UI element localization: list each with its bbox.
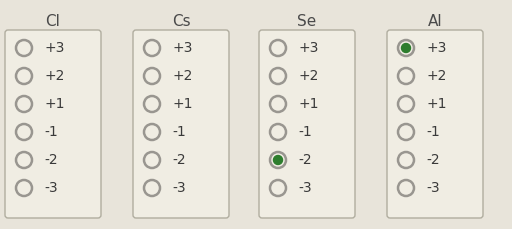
Circle shape: [16, 152, 32, 168]
Circle shape: [398, 180, 414, 196]
Text: -3: -3: [298, 181, 312, 195]
Text: +3: +3: [298, 41, 318, 55]
Circle shape: [16, 96, 32, 112]
Circle shape: [398, 124, 414, 140]
Text: +3: +3: [426, 41, 446, 55]
Text: -2: -2: [426, 153, 440, 167]
Circle shape: [144, 40, 160, 56]
Circle shape: [270, 124, 286, 140]
Text: Cs: Cs: [172, 14, 190, 30]
Text: -3: -3: [172, 181, 186, 195]
Circle shape: [144, 68, 160, 84]
Circle shape: [273, 155, 283, 164]
Circle shape: [270, 180, 286, 196]
Text: -2: -2: [172, 153, 186, 167]
Text: -1: -1: [44, 125, 58, 139]
Text: +1: +1: [426, 97, 446, 111]
Circle shape: [144, 96, 160, 112]
Text: -1: -1: [298, 125, 312, 139]
Text: +1: +1: [44, 97, 65, 111]
Text: -3: -3: [426, 181, 440, 195]
Circle shape: [16, 40, 32, 56]
FancyBboxPatch shape: [387, 30, 483, 218]
Text: Al: Al: [428, 14, 442, 30]
Circle shape: [144, 152, 160, 168]
Circle shape: [270, 40, 286, 56]
Circle shape: [398, 68, 414, 84]
Circle shape: [16, 180, 32, 196]
FancyBboxPatch shape: [259, 30, 355, 218]
Text: +1: +1: [298, 97, 318, 111]
FancyBboxPatch shape: [5, 30, 101, 218]
Circle shape: [270, 152, 286, 168]
FancyBboxPatch shape: [133, 30, 229, 218]
Text: +1: +1: [172, 97, 193, 111]
Text: Se: Se: [297, 14, 316, 30]
Circle shape: [144, 180, 160, 196]
Circle shape: [144, 124, 160, 140]
Text: +2: +2: [172, 69, 193, 83]
Circle shape: [398, 96, 414, 112]
Circle shape: [398, 152, 414, 168]
Text: +2: +2: [44, 69, 65, 83]
Text: +3: +3: [44, 41, 65, 55]
Circle shape: [401, 44, 411, 52]
Text: -3: -3: [44, 181, 58, 195]
Text: +2: +2: [426, 69, 446, 83]
Text: Cl: Cl: [46, 14, 60, 30]
Text: -2: -2: [44, 153, 58, 167]
Text: -1: -1: [172, 125, 186, 139]
Text: -1: -1: [426, 125, 440, 139]
Text: +3: +3: [172, 41, 193, 55]
Circle shape: [270, 96, 286, 112]
Circle shape: [16, 124, 32, 140]
Circle shape: [270, 68, 286, 84]
Circle shape: [398, 40, 414, 56]
Text: +2: +2: [298, 69, 318, 83]
Circle shape: [16, 68, 32, 84]
Text: -2: -2: [298, 153, 312, 167]
